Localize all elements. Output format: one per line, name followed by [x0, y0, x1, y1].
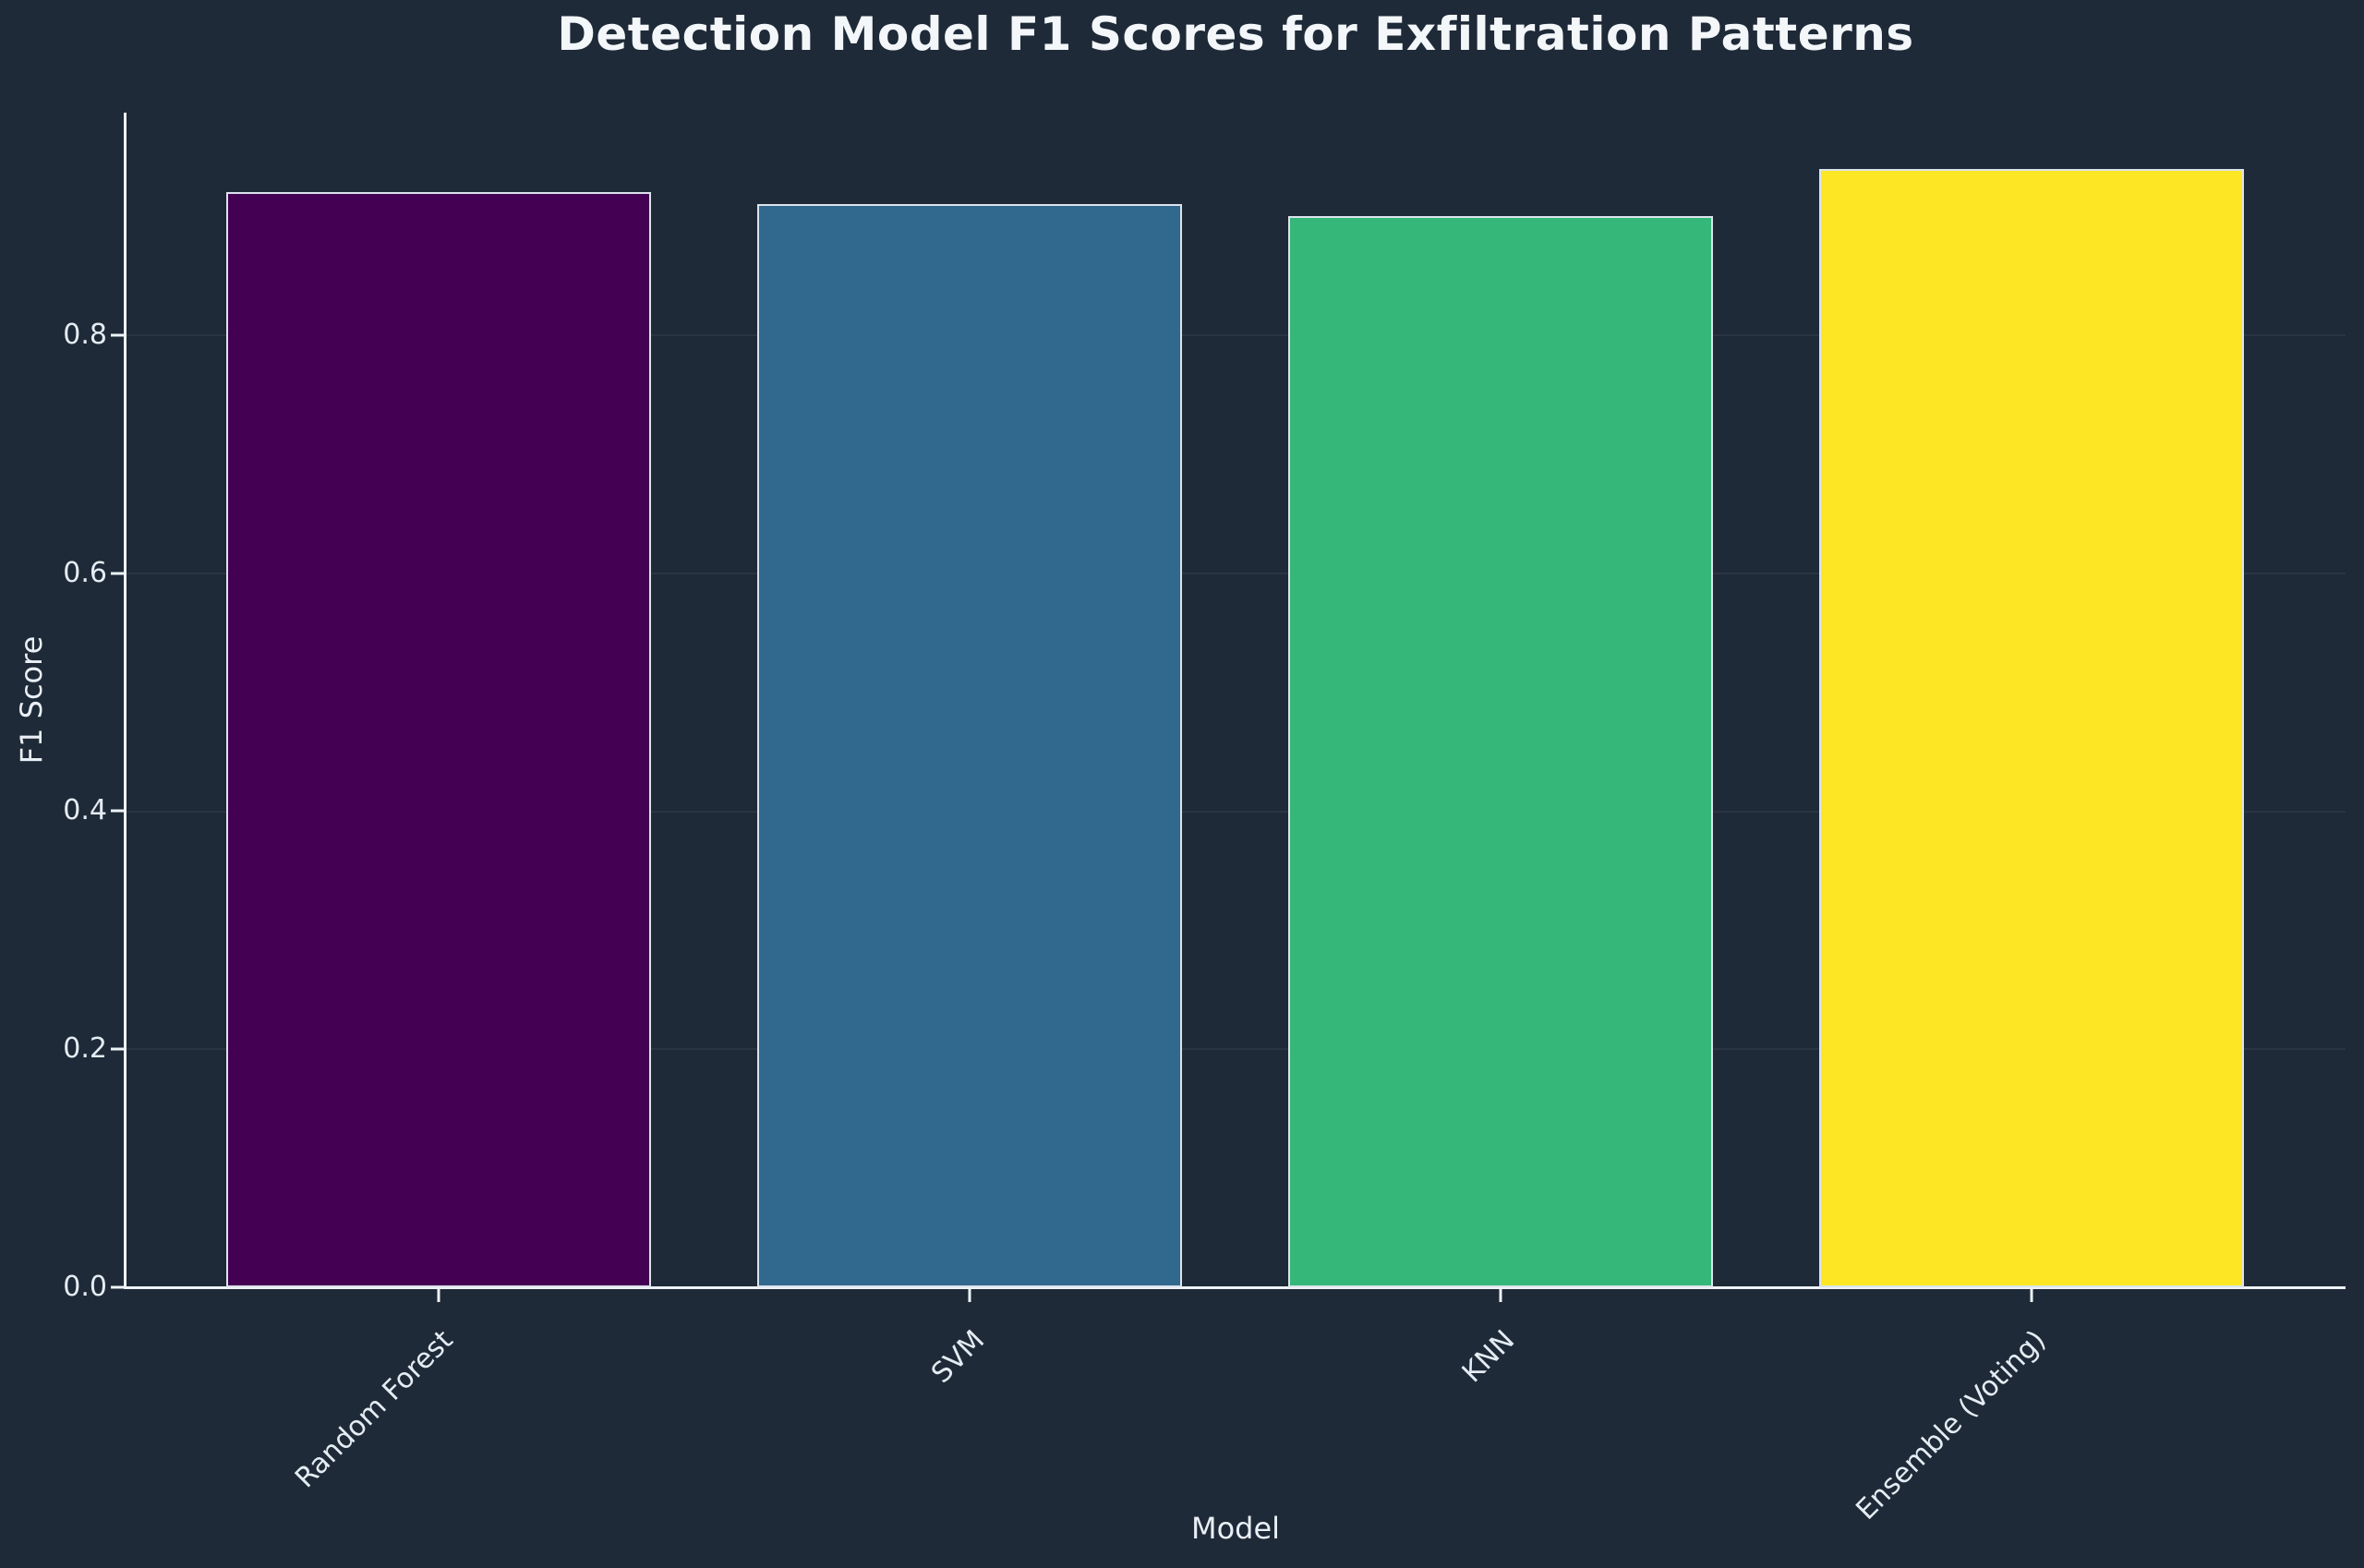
- bar-knn: [1288, 216, 1713, 1287]
- x-tick-label-ensemble-voting: Ensemble (Voting): [1850, 1323, 2053, 1526]
- y-tick-mark-0.8: [111, 333, 124, 337]
- bar-random-forest: [226, 192, 651, 1287]
- x-axis-spine: [124, 1286, 2346, 1289]
- x-tick-mark-random-forest: [437, 1289, 440, 1302]
- y-tick-label-0.8: 0.8: [63, 318, 107, 351]
- x-tick-mark-ensemble-voting: [2030, 1289, 2033, 1302]
- x-tick-mark-knn: [1499, 1289, 1502, 1302]
- bar-ensemble-voting: [1819, 168, 2244, 1287]
- y-axis-title: F1 Score: [14, 635, 49, 765]
- y-tick-label-0.4: 0.4: [63, 794, 107, 827]
- bar-svm: [757, 204, 1182, 1287]
- chart-title: Detection Model F1 Scores for Exfiltrati…: [557, 7, 1914, 61]
- y-tick-mark-0.6: [111, 572, 124, 575]
- y-axis-spine: [124, 113, 127, 1287]
- y-tick-label-0.2: 0.2: [63, 1032, 107, 1066]
- x-tick-label-svm: SVM: [924, 1323, 991, 1390]
- y-tick-mark-0.4: [111, 809, 124, 813]
- x-tick-label-random-forest: Random Forest: [289, 1323, 460, 1495]
- y-tick-label-0.6: 0.6: [63, 556, 107, 589]
- gridline-0.2: [126, 1048, 2346, 1051]
- x-tick-label-knn: KNN: [1456, 1323, 1522, 1390]
- plot-area: 0.0 0.2 0.4 0.6 0.8 Random Forest SVM KNN Ensemb…: [63, 113, 2346, 1526]
- x-tick-mark-svm: [968, 1289, 971, 1302]
- y-tick-mark-0.2: [111, 1047, 124, 1051]
- gridline-0.8: [126, 334, 2346, 336]
- gridline-0.4: [126, 810, 2346, 813]
- y-tick-label-0.0: 0.0: [63, 1271, 107, 1303]
- y-tick-mark-0.0: [111, 1285, 124, 1289]
- gridline-0.6: [126, 572, 2346, 574]
- x-axis-title: Model: [1190, 1511, 1281, 1546]
